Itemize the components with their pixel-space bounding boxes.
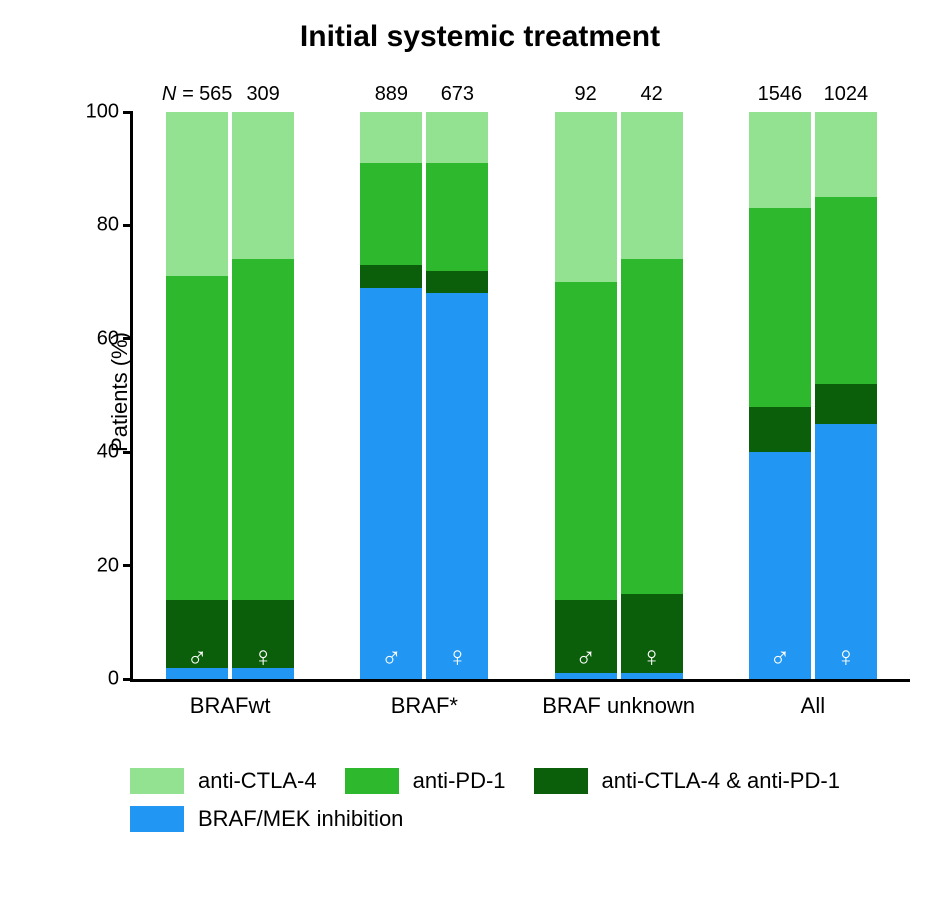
bar-group: ♂1546♀1024All (749, 112, 877, 679)
y-tick (123, 678, 133, 681)
stacked-bar: ♂889 (360, 112, 422, 679)
bar-segment-anti_ctla4 (815, 112, 877, 197)
legend-swatch (534, 768, 588, 794)
bar-segment-braf_mek (555, 673, 617, 679)
bar-segment-combo (426, 271, 488, 294)
group-label: BRAFwt (190, 693, 271, 719)
group-label: All (801, 693, 825, 719)
legend-item: BRAF/MEK inhibition (130, 806, 403, 832)
n-label: 1024 (824, 83, 869, 106)
y-tick (123, 224, 133, 227)
stacked-bar: ♂N = 565 (166, 112, 228, 679)
bar-segment-combo (360, 265, 422, 288)
chart: Initial systemic treatment Patients (%) … (40, 20, 920, 832)
n-label: 309 (246, 83, 279, 106)
chart-title: Initial systemic treatment (40, 20, 920, 54)
bar-segment-anti_ctla4 (621, 112, 683, 259)
bar-segment-braf_mek (621, 673, 683, 679)
stacked-bar: ♀1024 (815, 112, 877, 679)
bar-segment-combo (166, 600, 228, 668)
bar-segment-anti_pd1 (360, 163, 422, 265)
bar-segment-anti_pd1 (166, 276, 228, 599)
y-tick (123, 337, 133, 340)
y-tick-label: 100 (86, 101, 119, 124)
bar-segment-anti_ctla4 (232, 112, 294, 259)
bar-segment-combo (749, 407, 811, 452)
legend: anti-CTLA-4 anti-PD-1 anti-CTLA-4 & anti-P… (130, 768, 920, 832)
y-tick-label: 40 (97, 441, 119, 464)
legend-label: anti-PD-1 (413, 768, 506, 794)
legend-item: anti-CTLA-4 (130, 768, 317, 794)
bar-groups: ♂N = 565♀309BRAFwt ♂889♀673BRAF* ♂92♀42BRA… (133, 112, 910, 679)
n-label: 673 (441, 83, 474, 106)
plot-area: Patients (%) ♂N = 565♀309BRAFwt♂889♀673B… (130, 72, 910, 712)
bar-segment-braf_mek (815, 424, 877, 679)
bar-segment-anti_pd1 (232, 259, 294, 599)
bar-segment-combo (232, 600, 294, 668)
bar-segment-anti_pd1 (815, 197, 877, 384)
bar-segment-anti_pd1 (555, 282, 617, 600)
legend-swatch (345, 768, 399, 794)
stacked-bar: ♀42 (621, 112, 683, 679)
legend-label: anti-CTLA-4 (198, 768, 317, 794)
n-label: 92 (575, 83, 597, 106)
y-tick (123, 564, 133, 567)
bar-segment-braf_mek (232, 668, 294, 679)
y-tick-label: 0 (108, 668, 119, 691)
bar-group: ♂92♀42BRAF unknown (555, 112, 683, 679)
bar-segment-braf_mek (749, 452, 811, 679)
n-label: 889 (375, 83, 408, 106)
group-label: BRAF unknown (542, 693, 695, 719)
y-tick (123, 111, 133, 114)
bar-segment-combo (621, 594, 683, 673)
stacked-bar: ♂1546 (749, 112, 811, 679)
bar-segment-anti_pd1 (426, 163, 488, 271)
n-label: N = 565 (162, 83, 233, 106)
y-tick (123, 451, 133, 454)
y-tick-label: 20 (97, 554, 119, 577)
y-tick-label: 60 (97, 327, 119, 350)
bar-segment-combo (815, 384, 877, 424)
legend-label: anti-CTLA-4 & anti-PD-1 (602, 768, 840, 794)
stacked-bar: ♀673 (426, 112, 488, 679)
legend-swatch (130, 806, 184, 832)
bar-segment-anti_ctla4 (555, 112, 617, 282)
bar-segment-anti_ctla4 (749, 112, 811, 208)
bar-segment-braf_mek (426, 293, 488, 679)
bar-segment-anti_pd1 (621, 259, 683, 594)
stacked-bar: ♀309 (232, 112, 294, 679)
group-label: BRAF* (391, 693, 458, 719)
n-label: 1546 (758, 83, 803, 106)
bar-segment-anti_ctla4 (166, 112, 228, 276)
axes: ♂N = 565♀309BRAFwt ♂889♀673BRAF* ♂92♀42BRA… (130, 112, 910, 682)
legend-item: anti-PD-1 (345, 768, 506, 794)
n-label: 42 (641, 83, 663, 106)
legend-item: anti-CTLA-4 & anti-PD-1 (534, 768, 840, 794)
bar-segment-braf_mek (166, 668, 228, 679)
bar-segment-braf_mek (360, 288, 422, 679)
bar-segment-anti_ctla4 (360, 112, 422, 163)
legend-label: BRAF/MEK inhibition (198, 806, 403, 832)
bar-segment-anti_ctla4 (426, 112, 488, 163)
bar-group: ♂N = 565♀309BRAFwt (166, 112, 294, 679)
bar-segment-anti_pd1 (749, 208, 811, 406)
stacked-bar: ♂92 (555, 112, 617, 679)
y-tick-label: 80 (97, 214, 119, 237)
legend-swatch (130, 768, 184, 794)
bar-segment-combo (555, 600, 617, 674)
bar-group: ♂889♀673BRAF* (360, 112, 488, 679)
